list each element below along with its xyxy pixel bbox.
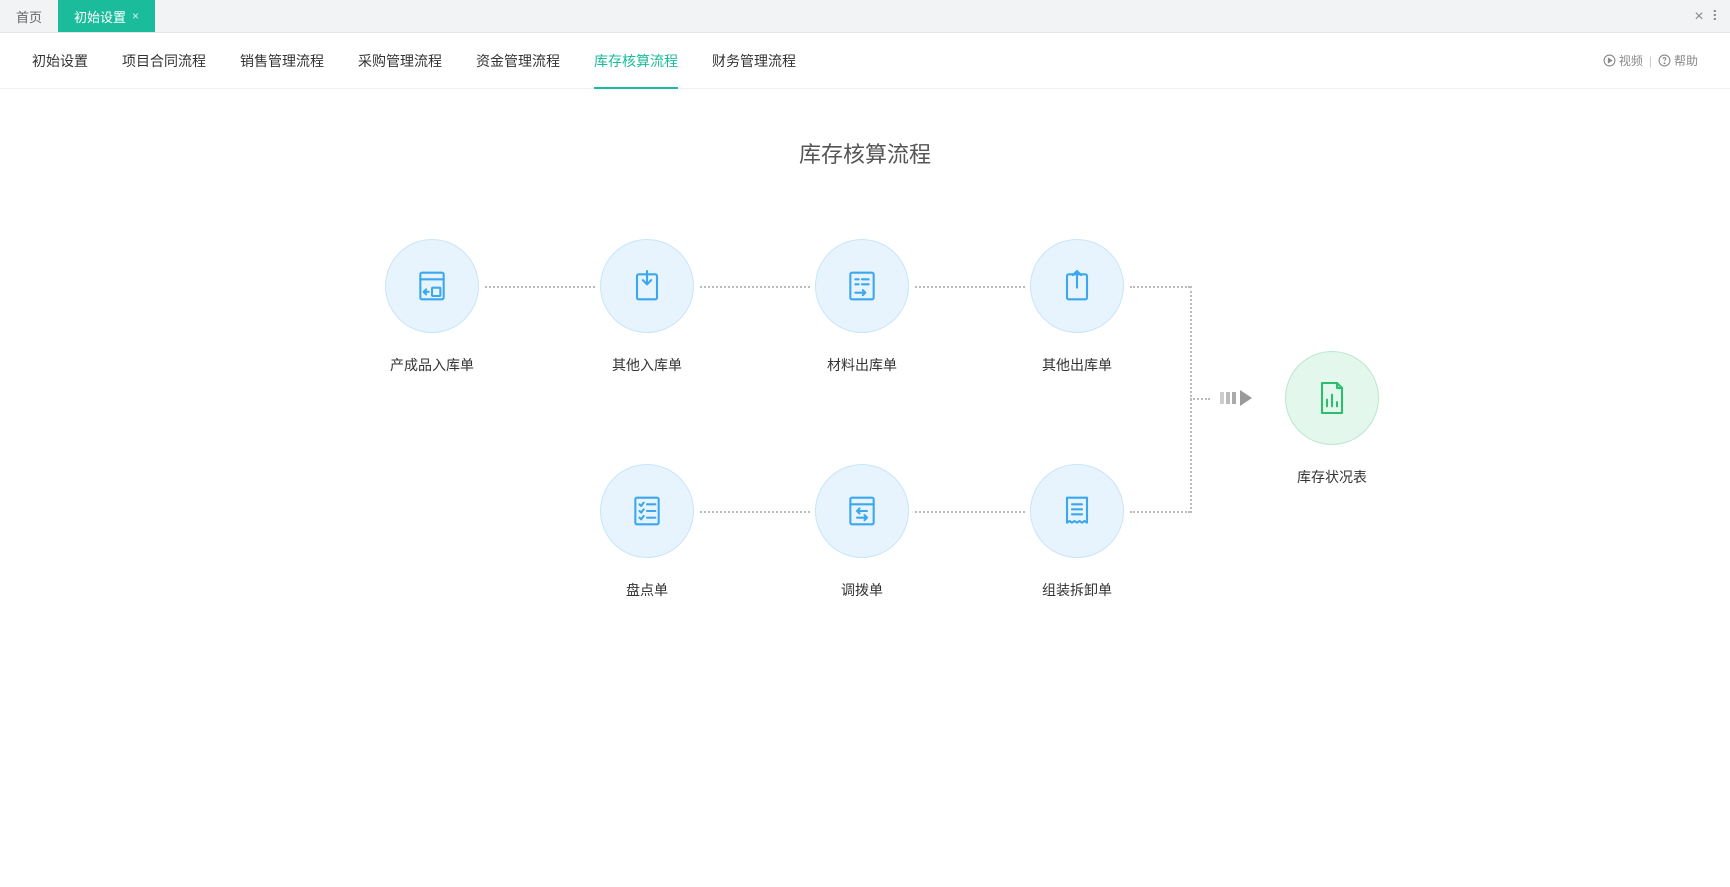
close-icon[interactable]: ×	[132, 9, 139, 23]
node-label: 盘点单	[600, 580, 694, 600]
connector	[700, 286, 810, 288]
connector	[700, 511, 810, 513]
node-label: 产成品入库单	[385, 355, 479, 375]
connector	[1130, 511, 1190, 513]
transfer-icon	[842, 491, 882, 531]
upload-document-icon	[1057, 266, 1097, 306]
node-inventory-status: 库存状况表	[1285, 351, 1379, 487]
tab-home[interactable]: 首页	[0, 0, 58, 32]
sub-nav-item-0[interactable]: 初始设置	[32, 33, 88, 89]
sub-nav-label: 销售管理流程	[240, 51, 324, 71]
node-circle[interactable]	[815, 239, 909, 333]
video-label: 视频	[1619, 52, 1643, 69]
sub-nav-item-2[interactable]: 销售管理流程	[240, 33, 324, 89]
node-assembly: 组装拆卸单	[1030, 464, 1124, 600]
node-other-out: 其他出库单	[1030, 239, 1124, 375]
download-document-icon	[627, 266, 667, 306]
checklist-icon	[627, 491, 667, 531]
node-circle[interactable]	[1030, 239, 1124, 333]
node-label: 库存状况表	[1285, 467, 1379, 487]
tab-initial-settings-label: 初始设置	[74, 7, 126, 26]
node-label: 其他出库单	[1030, 355, 1124, 375]
node-circle[interactable]	[1285, 351, 1379, 445]
help-icon	[1658, 54, 1671, 67]
sub-nav-label: 初始设置	[32, 51, 88, 71]
node-circle[interactable]	[600, 239, 694, 333]
sub-nav-label: 采购管理流程	[358, 51, 442, 71]
connector	[485, 286, 595, 288]
video-link[interactable]: 视频	[1603, 52, 1643, 69]
window-controls: × ⠇	[1686, 0, 1720, 33]
sub-nav-label: 财务管理流程	[712, 51, 796, 71]
sub-nav-item-1[interactable]: 项目合同流程	[122, 33, 206, 89]
connector	[915, 286, 1025, 288]
connector	[1130, 286, 1190, 288]
tab-home-label: 首页	[16, 7, 42, 26]
connector	[915, 511, 1025, 513]
sub-nav-label: 库存核算流程	[594, 51, 678, 71]
node-circle[interactable]	[385, 239, 479, 333]
top-tab-bar: 首页 初始设置 × × ⠇	[0, 0, 1730, 33]
flow-diagram: 产成品入库单 其他入库单 材料出库单 其他出库单	[165, 239, 1565, 659]
node-finished-goods-in: 产成品入库单	[385, 239, 479, 375]
node-circle[interactable]	[600, 464, 694, 558]
node-circle[interactable]	[1030, 464, 1124, 558]
report-icon	[1312, 378, 1352, 418]
sub-nav-item-3[interactable]: 采购管理流程	[358, 33, 442, 89]
tab-initial-settings[interactable]: 初始设置 ×	[58, 0, 155, 32]
sub-nav-item-4[interactable]: 资金管理流程	[476, 33, 560, 89]
document-in-icon	[412, 266, 452, 306]
sub-nav-label: 项目合同流程	[122, 51, 206, 71]
receipt-icon	[1057, 491, 1097, 531]
arrow-icon	[1220, 390, 1252, 406]
node-other-in: 其他入库单	[600, 239, 694, 375]
help-label: 帮助	[1674, 52, 1698, 69]
node-label: 其他入库单	[600, 355, 694, 375]
node-label: 材料出库单	[815, 355, 909, 375]
window-close-icon[interactable]: ×	[1694, 8, 1703, 26]
node-circle[interactable]	[815, 464, 909, 558]
list-out-icon	[842, 266, 882, 306]
play-icon	[1603, 54, 1616, 67]
window-more-icon[interactable]: ⠇	[1712, 8, 1720, 25]
help-link[interactable]: 帮助	[1658, 52, 1698, 69]
node-label: 调拨单	[815, 580, 909, 600]
connector	[1190, 398, 1210, 400]
node-transfer: 调拨单	[815, 464, 909, 600]
sub-nav: 初始设置 项目合同流程 销售管理流程 采购管理流程 资金管理流程 库存核算流程 …	[0, 33, 1730, 89]
page-title: 库存核算流程	[0, 137, 1730, 169]
node-label: 组装拆卸单	[1030, 580, 1124, 600]
sub-nav-item-5[interactable]: 库存核算流程	[594, 33, 678, 89]
sub-nav-label: 资金管理流程	[476, 51, 560, 71]
node-inventory-check: 盘点单	[600, 464, 694, 600]
sub-nav-right: 视频 | 帮助	[1603, 52, 1698, 69]
node-material-out: 材料出库单	[815, 239, 909, 375]
sub-nav-item-6[interactable]: 财务管理流程	[712, 33, 796, 89]
divider: |	[1649, 54, 1652, 68]
